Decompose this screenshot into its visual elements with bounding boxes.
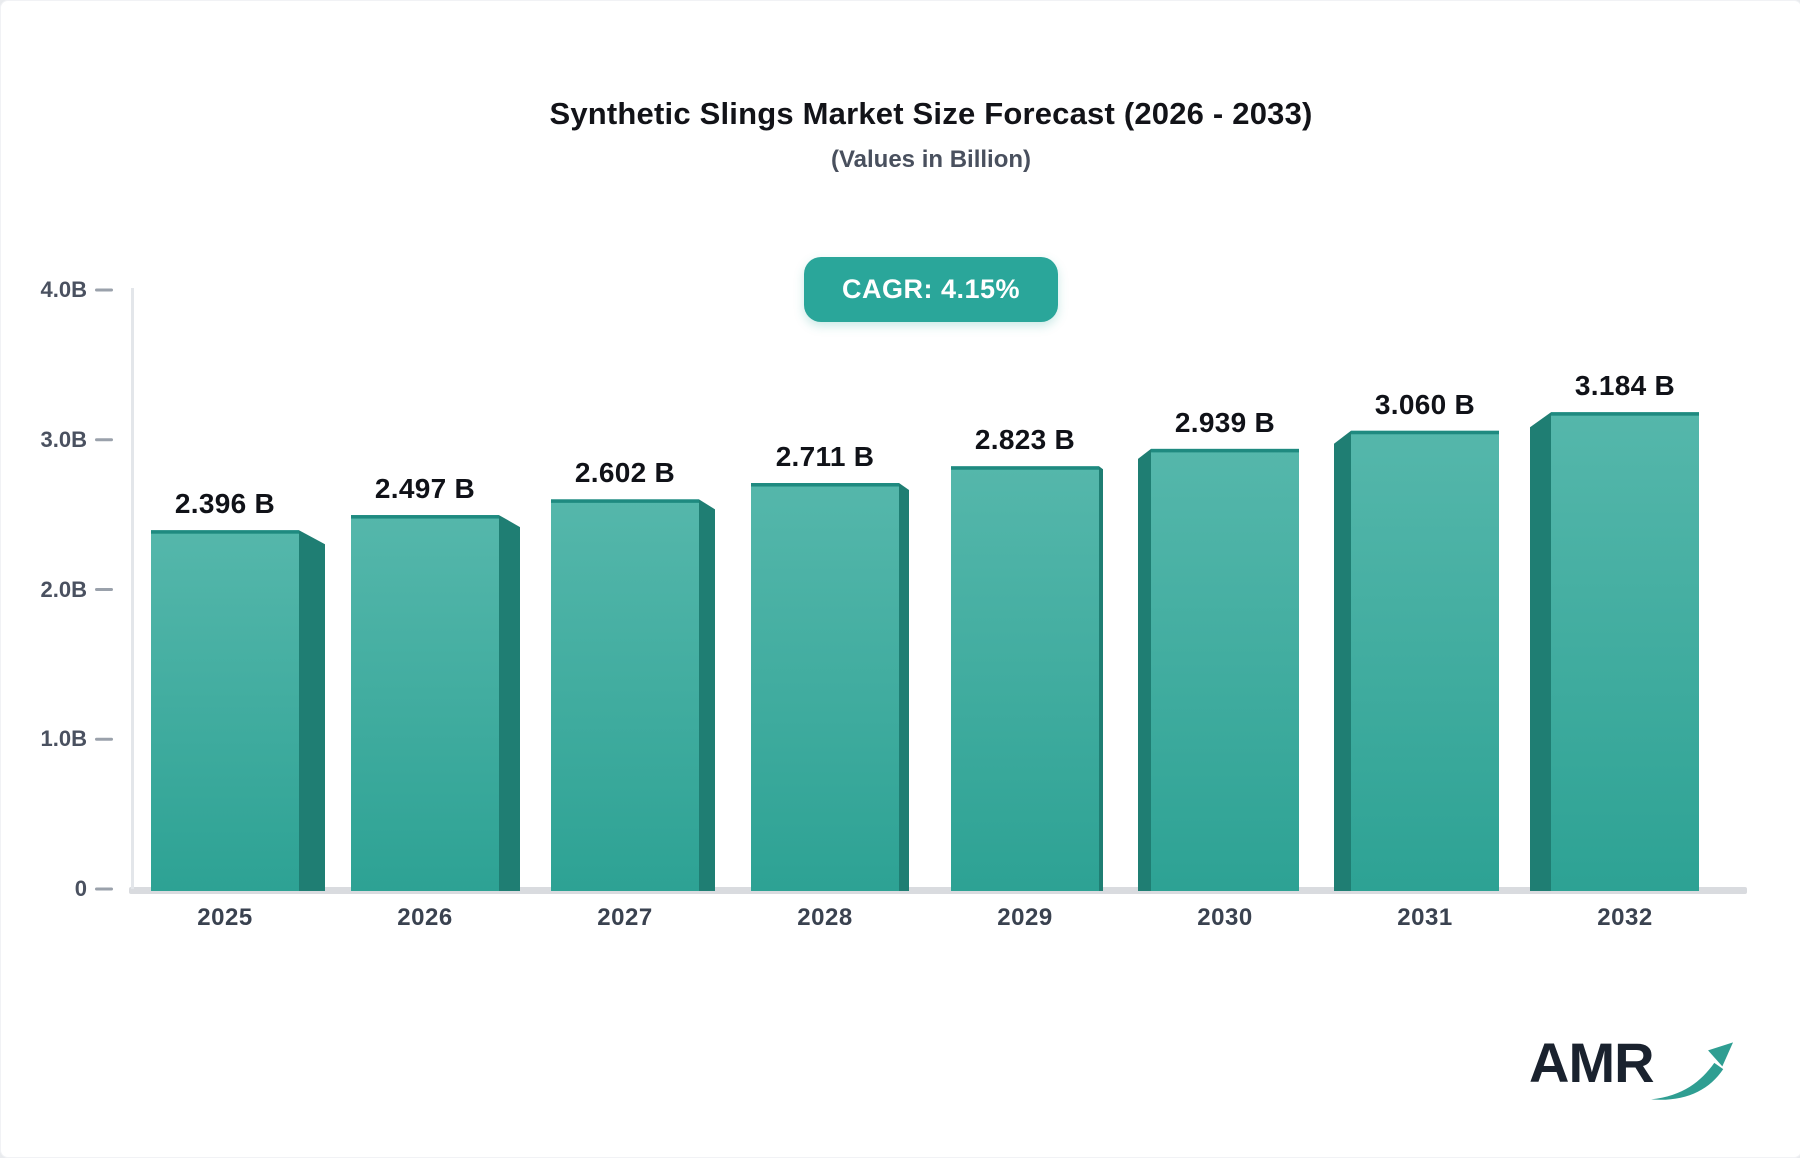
bar-value-label: 3.060 B	[1374, 388, 1476, 420]
bar-top-edge	[951, 466, 1099, 470]
y-tick-label: 2.0B	[40, 576, 87, 602]
bar-2029	[951, 466, 1103, 891]
bar-side-face	[499, 515, 520, 891]
bar-value-label: 2.497 B	[374, 473, 476, 505]
bar-side-face	[299, 530, 325, 891]
y-tick-dash	[95, 588, 113, 591]
y-tick-label: 3.0B	[40, 426, 87, 452]
y-tick-dash	[95, 438, 113, 442]
bar-top-edge	[1151, 448, 1299, 453]
y-tick-dash	[95, 288, 113, 292]
x-tick-label: 2027	[597, 904, 653, 931]
x-tick-label: 2031	[1397, 904, 1453, 931]
bar-value-label: 2.396 B	[174, 488, 276, 520]
bar-value-label: 2.939 B	[1174, 406, 1276, 438]
bar-top-edge	[151, 530, 299, 534]
amr-logo-text: AMR	[1529, 1031, 1655, 1094]
x-tick-label: 2032	[1597, 904, 1653, 931]
bar-2031	[1334, 430, 1499, 891]
axis-layer	[95, 288, 1747, 894]
bar-top-edge	[351, 515, 499, 519]
x-tick-label: 2029	[997, 904, 1053, 931]
bar-side-face	[1334, 430, 1351, 891]
y-tick-label: 1.0B	[40, 726, 87, 752]
bar-front-face	[1351, 430, 1499, 891]
bar-side-face	[1530, 412, 1551, 891]
bar-value-label: 2.711 B	[775, 441, 875, 473]
bar-side-face	[1099, 466, 1103, 891]
bars-layer	[151, 412, 1699, 891]
y-tick-dash	[95, 887, 113, 891]
bar-2026	[351, 515, 520, 891]
bar-front-face	[151, 530, 299, 891]
chart-title: Synthetic Slings Market Size Forecast (2…	[549, 96, 1313, 131]
bar-2025	[151, 530, 325, 891]
bar-2028	[751, 483, 909, 891]
chart-header: Synthetic Slings Market Size Forecast (2…	[61, 96, 1800, 174]
bar-front-face	[1151, 448, 1299, 891]
bar-value-label: 3.184 B	[1574, 370, 1676, 402]
x-tick-label: 2028	[797, 904, 853, 931]
x-tick-label: 2026	[397, 904, 453, 931]
bar-top-edge	[1551, 412, 1699, 416]
bar-front-face	[951, 466, 1099, 891]
y-axis-line	[131, 288, 134, 889]
bar-2027	[551, 499, 715, 891]
bar-value-label: 2.823 B	[974, 424, 1076, 456]
bar-front-face	[551, 499, 699, 891]
bar-2030	[1138, 448, 1299, 891]
x-tick-label: 2025	[197, 904, 253, 931]
amr-logo: AMR	[1529, 1035, 1738, 1103]
bar-2032	[1530, 412, 1699, 891]
bar-side-face	[899, 483, 909, 891]
chart-subtitle: (Values in Billion)	[830, 146, 1032, 173]
bar-top-edge	[551, 499, 699, 503]
growth-arrow-icon	[1650, 1042, 1733, 1100]
y-tick-label: 0	[74, 876, 87, 901]
bar-front-face	[1551, 412, 1699, 891]
bar-top-edge	[1351, 430, 1499, 435]
bar-side-face	[1138, 448, 1151, 891]
bar-top-edge	[751, 483, 899, 487]
y-tick-label: 4.0B	[40, 277, 87, 302]
x-tick-label: 2030	[1197, 904, 1253, 931]
y-tick-dash	[95, 737, 113, 741]
bar-front-face	[751, 483, 899, 891]
bar-side-face	[699, 499, 715, 891]
bar-front-face	[351, 515, 499, 891]
bar-value-label: 2.602 B	[574, 457, 676, 489]
